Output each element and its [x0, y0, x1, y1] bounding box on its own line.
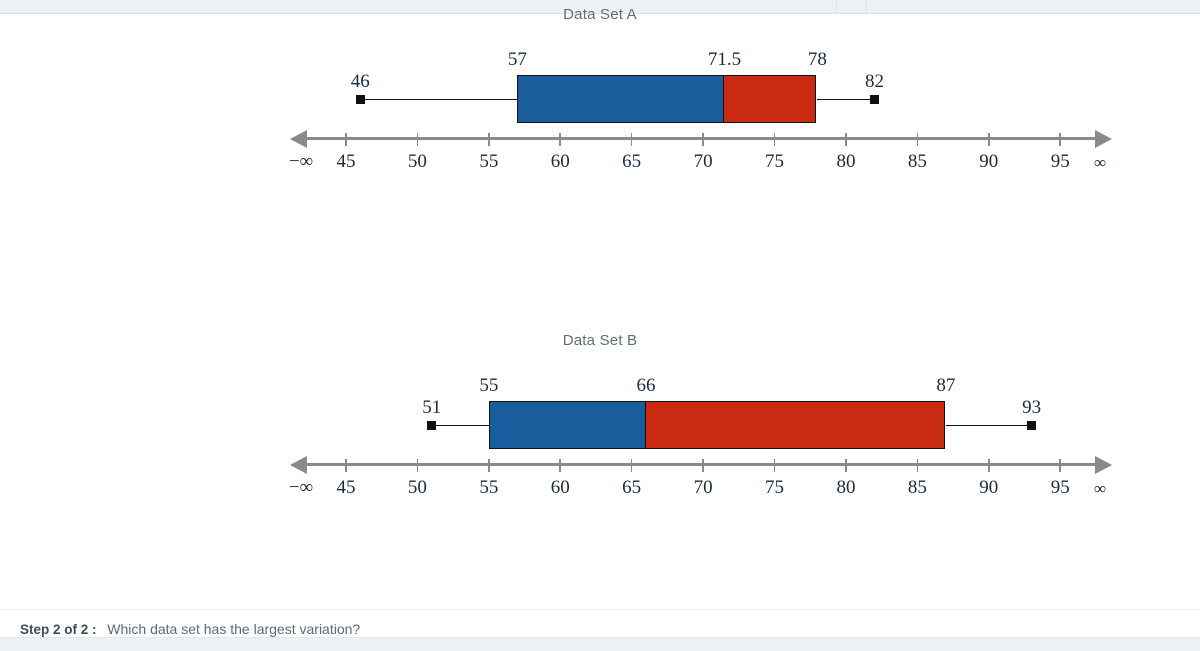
axis-arrow-left-icon — [290, 129, 307, 148]
axis-tick-label: 55 — [479, 151, 499, 172]
boxplot-chart-data-set-a: Data Set A 46 57 71.5 78 82 45 50 55 60 65 70 75 80 8… — [0, 6, 1200, 196]
step-question-text: Which data set has the largest variation… — [107, 621, 361, 637]
axis-tick-label: 60 — [550, 477, 570, 498]
q1-value-label: 57 — [507, 49, 527, 70]
axis-tick-label: 75 — [765, 151, 785, 172]
median-value-label: 71.5 — [707, 49, 742, 70]
median-value-label: 66 — [636, 375, 656, 396]
axis-tick-label: 80 — [836, 477, 856, 498]
q3-value-label: 78 — [807, 49, 827, 70]
axis-tick-label: 45 — [336, 477, 356, 498]
minimum-value-label: 46 — [350, 71, 370, 92]
axis-tick — [1059, 132, 1061, 146]
axis-tick-label: 45 — [336, 151, 356, 172]
maximum-value-label: 93 — [1022, 397, 1042, 418]
axis-tick-label: 70 — [693, 151, 713, 172]
axis-tick — [488, 132, 490, 146]
axis-tick — [702, 458, 704, 472]
top-toolbar-strip — [0, 0, 1200, 14]
axis-tick-label: 50 — [407, 151, 427, 172]
axis-tick-label: 90 — [979, 477, 999, 498]
axis-tick — [345, 458, 347, 472]
axis-tick — [416, 458, 419, 472]
axis-tick-label: 80 — [836, 151, 856, 172]
axis-positive-infinity-label: ∞ — [1093, 479, 1107, 498]
axis-tick-label: 70 — [693, 477, 713, 498]
axis-arrow-right-icon — [1095, 455, 1112, 474]
left-whisker-line — [360, 99, 518, 101]
number-line — [302, 137, 1100, 141]
minimum-value-label: 51 — [422, 397, 442, 418]
axis-tick — [773, 132, 776, 146]
axis-tick — [987, 132, 990, 146]
step-prompt: Step 2 of 2 : Which data set has the lar… — [20, 621, 360, 637]
axis-positive-infinity-label: ∞ — [1093, 153, 1107, 172]
boxplot-canvas: Data Set A 46 57 71.5 78 82 45 50 55 60 65 70 75 80 8… — [0, 6, 1200, 609]
axis-tick — [630, 458, 633, 472]
axis-tick-label: 50 — [407, 477, 427, 498]
chart-title: Data Set B — [562, 332, 638, 349]
minimum-marker — [355, 95, 365, 104]
footer-strip — [0, 637, 1200, 651]
axis-tick-label: 95 — [1050, 477, 1070, 498]
axis-tick — [987, 458, 990, 472]
maximum-marker — [870, 95, 879, 104]
axis-tick — [488, 458, 490, 472]
maximum-marker — [1027, 421, 1037, 430]
axis-tick — [773, 458, 776, 472]
axis-tick-label: 85 — [907, 151, 927, 172]
q1-value-label: 55 — [479, 375, 499, 396]
upper-quartile-box — [723, 75, 817, 123]
axis-tick-label: 65 — [622, 151, 642, 172]
axis-arrow-left-icon — [290, 455, 307, 474]
axis-tick — [1059, 458, 1061, 472]
axis-tick — [559, 458, 562, 472]
minimum-marker — [427, 421, 437, 430]
axis-tick — [845, 132, 847, 146]
boxplot-chart-data-set-b: Data Set B 51 55 66 87 93 45 50 55 60 65 70 75 80 85 9… — [0, 332, 1200, 522]
axis-tick-label: 65 — [622, 477, 642, 498]
axis-tick — [916, 458, 919, 472]
left-whisker-line — [431, 425, 489, 427]
upper-quartile-box — [644, 401, 945, 449]
axis-tick-label: 75 — [765, 477, 785, 498]
number-line — [302, 463, 1100, 467]
axis-tick — [630, 132, 633, 146]
right-whisker-line — [945, 425, 1032, 427]
axis-tick — [916, 132, 919, 146]
axis-arrow-right-icon — [1095, 129, 1112, 148]
axis-tick — [416, 132, 419, 146]
axis-negative-infinity-label: −∞ — [288, 477, 314, 498]
q3-value-label: 87 — [936, 375, 956, 396]
axis-tick — [845, 458, 847, 472]
axis-tick — [702, 132, 704, 146]
axis-tick — [559, 132, 562, 146]
toolbar-divider-1 — [836, 0, 837, 14]
axis-tick-label: 95 — [1050, 151, 1070, 172]
lower-quartile-box — [488, 401, 646, 449]
step-counter-label: Step 2 of 2 : — [20, 622, 97, 637]
axis-tick-label: 55 — [479, 477, 499, 498]
axis-tick-label: 85 — [907, 477, 927, 498]
axis-negative-infinity-label: −∞ — [288, 151, 314, 172]
axis-tick-label: 60 — [550, 151, 570, 172]
maximum-value-label: 82 — [865, 71, 884, 92]
lower-quartile-box — [517, 75, 725, 123]
axis-tick-label: 90 — [979, 151, 999, 172]
axis-tick — [345, 132, 347, 146]
right-whisker-line — [817, 99, 875, 101]
toolbar-divider-2 — [866, 0, 867, 14]
chart-title: Data Set A — [563, 6, 637, 23]
